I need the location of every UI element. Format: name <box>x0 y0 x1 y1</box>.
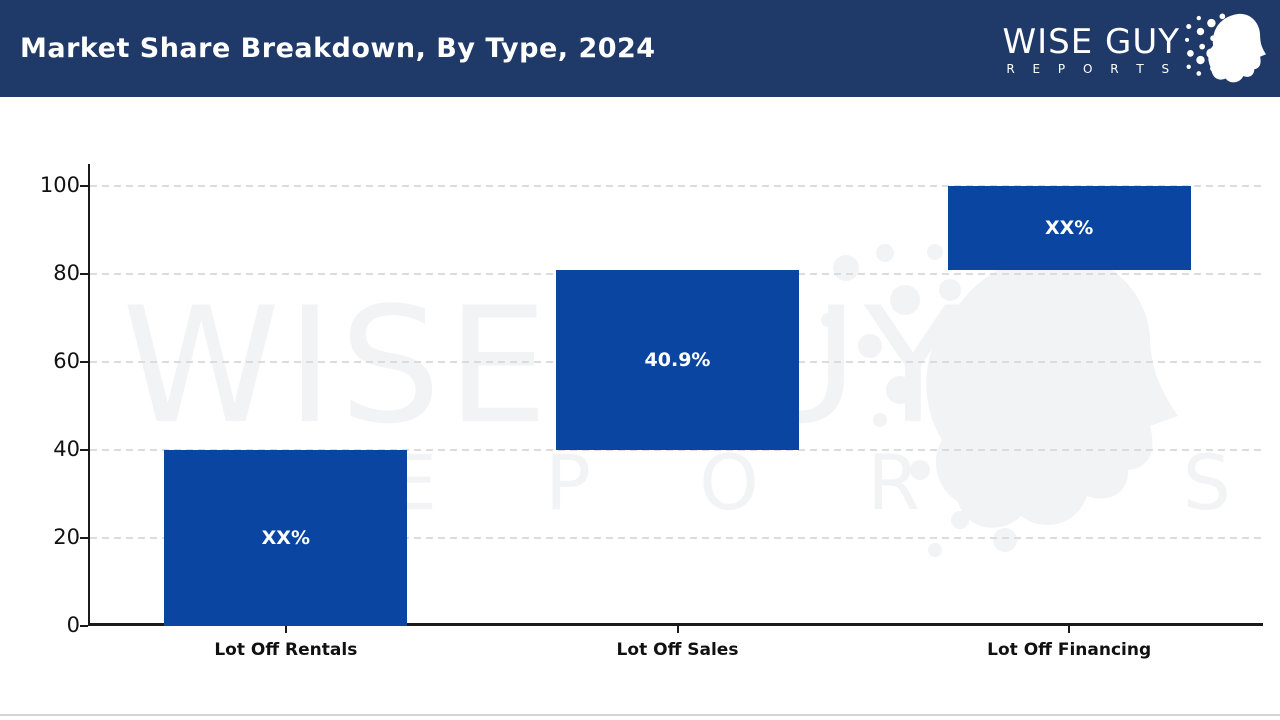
y-tick-label-80: 80 <box>53 261 80 285</box>
y-tick-label-20: 20 <box>53 525 80 549</box>
y-tick-label-60: 60 <box>53 349 80 373</box>
logo-wordmark: WISE GUY <box>1002 21 1180 62</box>
y-tick-mark-60 <box>80 361 88 363</box>
x-category-label: Lot Off Sales <box>616 640 739 660</box>
x-tick-mark <box>676 626 679 633</box>
y-tick-label-100: 100 <box>39 173 80 197</box>
bar-segment: XX% <box>947 186 1191 271</box>
plot-area: 0 20 40 60 80 100 XX% Lot Off Rentals 40.9% Lot O… <box>40 164 1263 660</box>
y-tick-mark-100 <box>80 185 88 187</box>
wiseguy-logo-text: WISE GUY R E P O R T S <box>1002 21 1180 77</box>
x-category-label: Lot Off Rentals <box>214 640 358 660</box>
x-category-label: Lot Off Financing <box>987 640 1152 660</box>
bar-value-label: 40.9% <box>644 349 711 371</box>
wiseguy-face-icon <box>1185 13 1266 83</box>
y-tick-mark-20 <box>80 537 88 539</box>
gridline-40 <box>90 449 1263 451</box>
watermark-wordmark: WISE GUY <box>122 272 968 459</box>
y-tick-mark-40 <box>80 449 88 451</box>
y-tick-label-40: 40 <box>53 437 80 461</box>
logo-subtitle: R E P O R T S <box>1006 62 1177 77</box>
bottom-divider <box>0 714 1280 716</box>
chart-region: 0 20 40 60 80 100 XX% Lot Off Rentals 40.9% Lot O… <box>0 97 1280 720</box>
wiseguy-logo: WISE GUY R E P O R T S <box>1002 8 1266 92</box>
x-tick-mark <box>284 626 287 633</box>
y-tick-label-0: 0 <box>66 613 80 637</box>
bar-value-label: XX% <box>261 527 310 549</box>
bar-segment: 40.9% <box>556 270 799 450</box>
bar-value-label: XX% <box>1044 217 1094 240</box>
y-tick-mark-0 <box>80 625 88 627</box>
y-tick-mark-80 <box>80 273 88 275</box>
page-title: Market Share Breakdown, By Type, 2024 <box>20 33 656 64</box>
gridline-20 <box>90 537 1263 539</box>
bar-segment: XX% <box>164 450 408 626</box>
gridline-100 <box>90 185 1263 187</box>
header-bar: Market Share Breakdown, By Type, 2024 WI… <box>0 0 1280 97</box>
x-tick-mark <box>1068 626 1071 633</box>
